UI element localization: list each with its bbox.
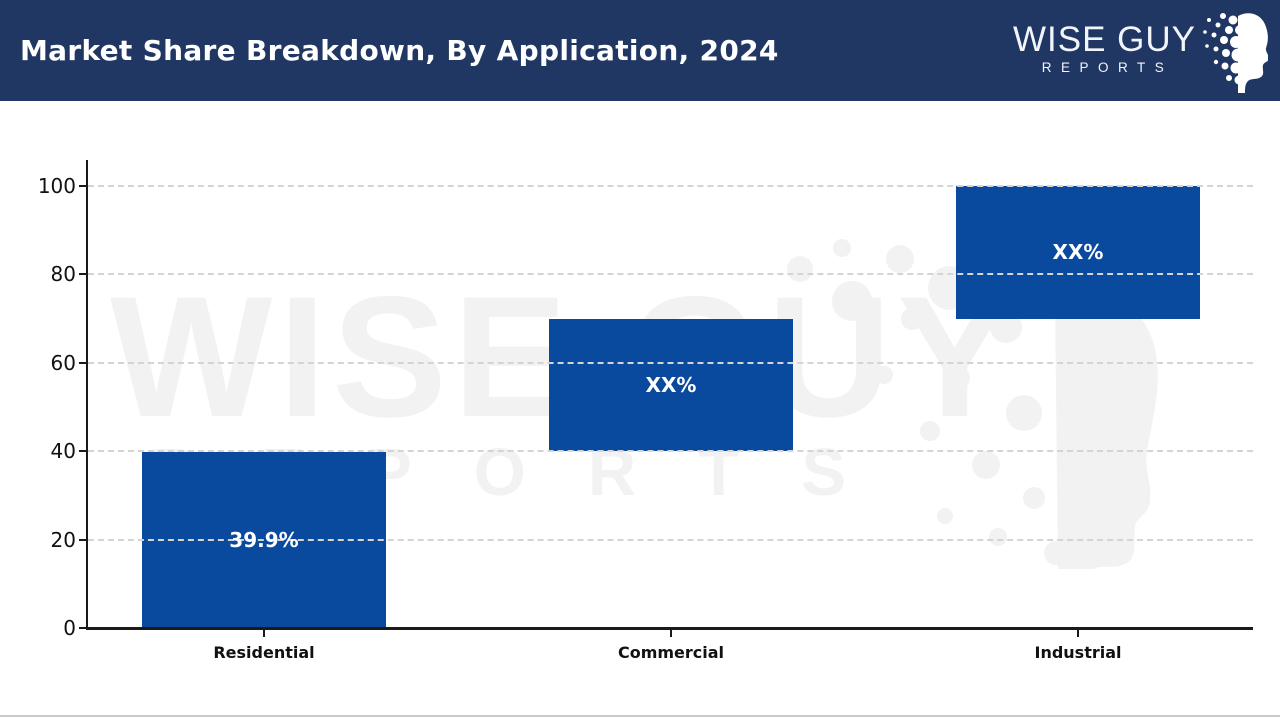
page-title: Market Share Breakdown, By Application, …	[20, 34, 779, 67]
logo-brand-name: WISE GUY	[1012, 20, 1196, 59]
bar-value-label: XX%	[1052, 240, 1104, 265]
y-tick-40	[79, 450, 88, 453]
x-category-label-commercial: Commercial	[617, 643, 725, 662]
logo-brand-subtitle: REPORTS	[1041, 60, 1174, 75]
x-category-label-industrial: Industrial	[1034, 643, 1122, 662]
y-axis-line	[86, 160, 88, 628]
y-tick-label-20: 20	[50, 527, 76, 552]
bar-commercial	[549, 318, 793, 452]
y-tick-100	[79, 185, 88, 187]
x-axis-line	[86, 627, 1253, 630]
x-tick-commercial	[670, 630, 672, 637]
x-tick-residential	[263, 630, 265, 637]
gridline-20	[88, 538, 1253, 541]
y-tick-label-60: 60	[50, 350, 76, 375]
logo-wordmark: WISE GUY REPORTS	[1012, 20, 1196, 76]
y-tick-20	[79, 538, 88, 541]
y-tick-label-0: 0	[63, 616, 76, 640]
y-tick-80	[79, 273, 88, 276]
gridline-60	[88, 361, 1253, 364]
y-tick-label-80: 80	[50, 262, 76, 287]
plot: 39.9% XX% XX% 0 20 40 60 80 100 Residential Commer…	[0, 101, 1280, 717]
y-tick-label-40: 40	[50, 439, 76, 464]
brand-logo: WISE GUY REPORTS	[1013, 6, 1268, 96]
bar-value-label: 39.9%	[229, 527, 299, 552]
logo-face-icon	[1203, 13, 1268, 93]
chart-area: WISE GUY REPORTS 39.9% XX% XX% 0 20 40 60 80 100…	[0, 101, 1280, 717]
bar-value-label: XX%	[645, 372, 697, 397]
gridline-100	[88, 185, 1253, 187]
gridline-40	[88, 450, 1253, 453]
header: Market Share Breakdown, By Application, …	[0, 0, 1280, 101]
y-tick-0	[79, 627, 88, 629]
y-tick-60	[79, 361, 88, 364]
x-tick-industrial	[1077, 630, 1079, 637]
footer-divider	[0, 715, 1280, 717]
x-category-label-residential: Residential	[213, 643, 315, 662]
y-tick-label-100: 100	[37, 174, 76, 198]
gridline-80	[88, 273, 1253, 276]
